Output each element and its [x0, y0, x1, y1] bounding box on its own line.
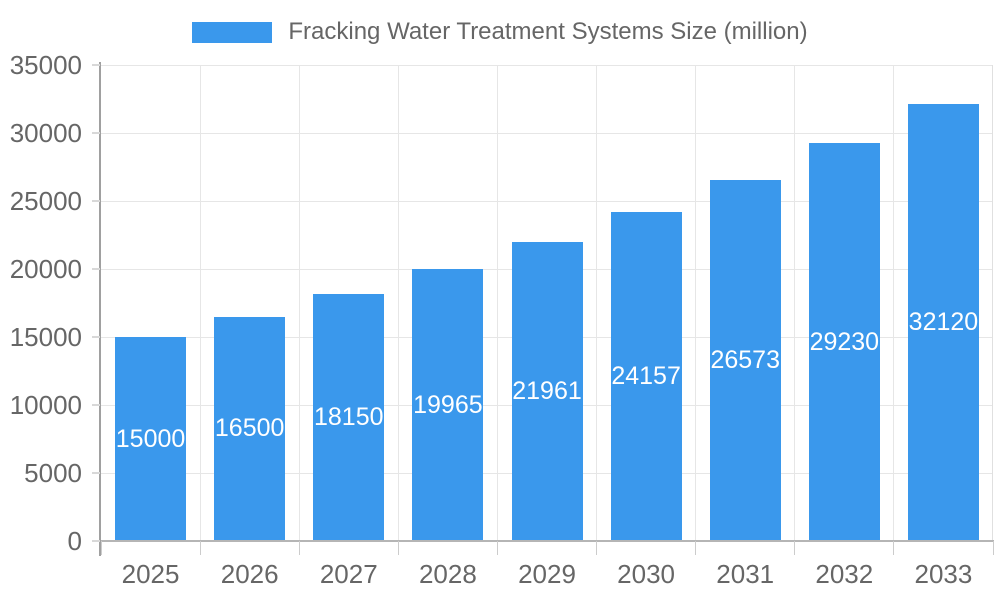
x-axis-tick [992, 541, 994, 555]
y-axis-tick [92, 268, 100, 270]
legend-item[interactable]: Fracking Water Treatment Systems Size (m… [0, 18, 1000, 46]
bar-2029[interactable]: 21961 [511, 242, 583, 541]
y-axis-tick [92, 200, 100, 202]
y-axis-tick-label: 25000 [9, 186, 82, 216]
bar-2028[interactable]: 19965 [412, 269, 484, 541]
y-axis-tick [92, 404, 100, 406]
bar-2031[interactable]: 26573 [709, 179, 781, 541]
gridline-vertical [596, 65, 598, 541]
gridline-vertical [893, 65, 895, 541]
x-axis-tick [893, 541, 895, 555]
y-axis-tick [92, 64, 100, 66]
y-axis-tick [92, 336, 100, 338]
y-axis-tick-label: 30000 [9, 118, 82, 148]
y-axis-tick [92, 472, 100, 474]
y-axis-tick-label: 20000 [9, 254, 82, 284]
x-axis-tick-label: 2026 [220, 559, 279, 589]
bar-value-label: 29230 [809, 327, 880, 356]
y-axis-tick-label: 5000 [24, 458, 82, 488]
gridline-horizontal [101, 64, 992, 66]
gridline-vertical [397, 65, 399, 541]
x-axis-tick-label: 2027 [319, 559, 378, 589]
bar-2027[interactable]: 18150 [313, 294, 385, 541]
y-axis-tick [92, 540, 100, 542]
y-axis-tick-label: 0 [67, 526, 82, 556]
bar-value-label: 32120 [908, 308, 979, 337]
x-axis-tick-label: 2030 [617, 559, 676, 589]
gridline-vertical [794, 65, 796, 541]
y-axis-line [99, 62, 101, 556]
x-axis-tick [496, 541, 498, 555]
bar-value-label: 21961 [512, 377, 582, 406]
bar-value-label: 26573 [710, 345, 780, 374]
bar-value-label: 24157 [611, 362, 681, 391]
x-axis-tick [100, 541, 102, 555]
legend-label: Fracking Water Treatment Systems Size (m… [288, 18, 808, 45]
x-axis-tick-label: 2025 [121, 559, 180, 589]
bar-value-label: 16500 [214, 414, 285, 443]
x-axis-tick [199, 541, 201, 555]
gridline-vertical [298, 65, 300, 541]
gridline-vertical [695, 65, 697, 541]
gridline-vertical [496, 65, 498, 541]
x-axis-tick [695, 541, 697, 555]
x-axis-tick-label: 2033 [914, 559, 973, 589]
x-axis-line [101, 540, 994, 542]
x-axis-tick [397, 541, 399, 555]
x-axis-tick-label: 2032 [815, 559, 874, 589]
legend-swatch [192, 21, 273, 43]
x-axis-tick [298, 541, 300, 555]
bar-2025[interactable]: 15000 [115, 337, 187, 541]
gridline-horizontal [101, 200, 992, 202]
bar-2032[interactable]: 29230 [808, 143, 880, 541]
y-axis-tick-label: 10000 [9, 390, 82, 420]
y-axis-tick-label: 35000 [9, 50, 82, 80]
bar-2030[interactable]: 24157 [610, 212, 682, 541]
bar-2026[interactable]: 16500 [214, 316, 286, 541]
x-axis-tick [596, 541, 598, 555]
y-axis-tick [92, 132, 100, 134]
x-axis-tick [794, 541, 796, 555]
x-axis-tick-label: 2029 [518, 559, 576, 589]
bar-2033[interactable]: 32120 [907, 104, 979, 541]
x-axis-tick-label: 2031 [716, 559, 775, 589]
bar-value-label: 18150 [314, 403, 384, 432]
gridline-horizontal [101, 132, 992, 134]
x-axis-tick-label: 2028 [418, 559, 477, 589]
gridline-vertical [199, 65, 201, 541]
bar-value-label: 19965 [413, 390, 483, 419]
bar-value-label: 15000 [115, 424, 186, 453]
plot-area: 15000 16500 18150 19965 21961 24157 26573 29230… [101, 64, 993, 541]
y-axis-tick-label: 15000 [9, 322, 82, 352]
